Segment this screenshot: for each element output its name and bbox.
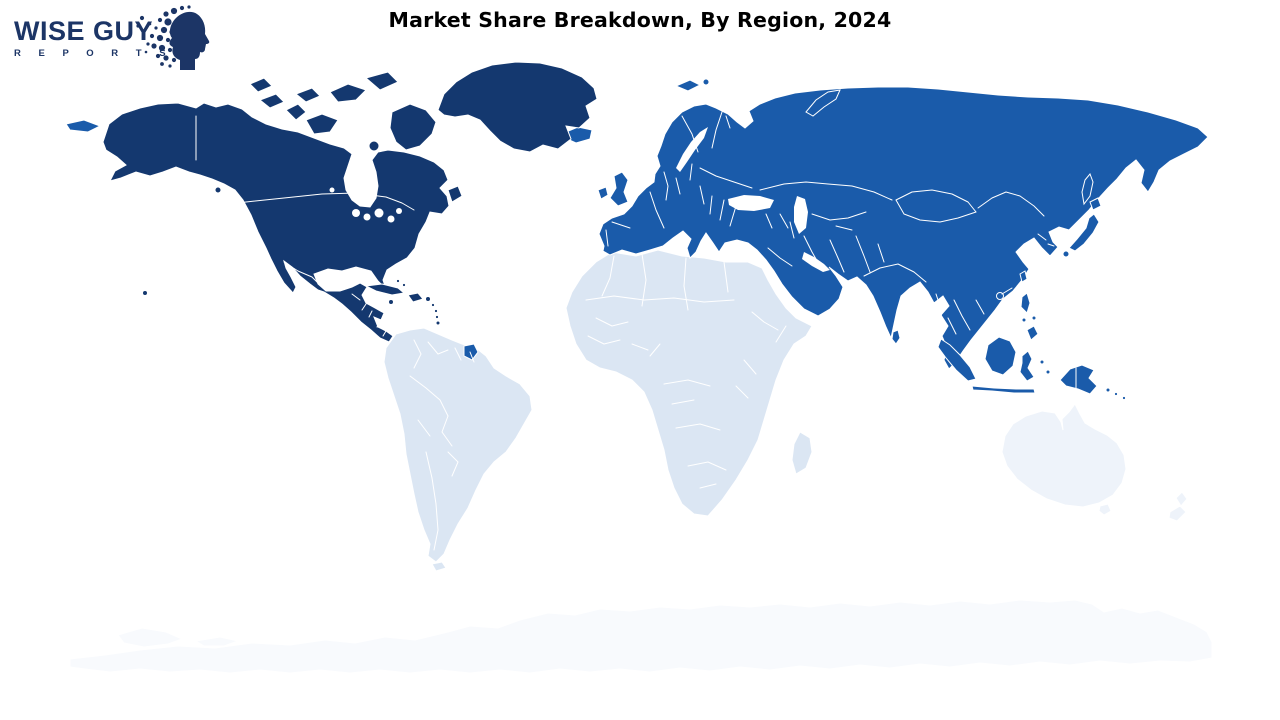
page-title: Market Share Breakdown, By Region, 2024 — [388, 8, 892, 32]
sulawesi — [1019, 350, 1035, 382]
africa — [565, 249, 813, 517]
honshu — [1068, 213, 1100, 252]
banks-island — [285, 103, 307, 121]
face-profile — [169, 11, 210, 70]
trinidad — [435, 320, 441, 326]
persian-gulf — [802, 252, 830, 272]
south-america — [383, 327, 533, 563]
hokkaido — [1089, 197, 1102, 211]
wise-guy-reports-logo: WISE GUY R E P O R T S — [14, 5, 214, 70]
newfoundland — [447, 185, 463, 203]
cuba — [364, 283, 406, 296]
svalbard — [674, 79, 702, 92]
region-south-america-africa — [383, 249, 813, 572]
tierra-del-fuego — [431, 561, 447, 572]
region-europe-middle-east-asia — [65, 78, 1209, 401]
north-america-mainland — [102, 102, 450, 343]
sakhalin — [1081, 173, 1094, 206]
black-sea — [728, 195, 774, 211]
australia — [1001, 403, 1127, 508]
borneo — [984, 336, 1017, 376]
taiwan — [1019, 270, 1028, 283]
chukotka-west-sliver — [65, 119, 102, 133]
ireland — [597, 186, 609, 200]
mindanao — [1026, 325, 1039, 341]
logo-wordmark: WISE GUY — [14, 16, 154, 46]
new-guinea — [1059, 364, 1098, 395]
new-zealand-south — [1168, 505, 1187, 522]
novaya-zemlya — [805, 89, 841, 117]
southampton-island — [368, 140, 380, 152]
region-oceania — [1001, 403, 1188, 522]
logo-subtitle: R E P O R T S — [14, 48, 174, 59]
greenland — [437, 61, 598, 153]
hawaii — [142, 290, 148, 296]
baltic-sea — [676, 127, 708, 172]
puerto-rico — [425, 296, 431, 302]
sumatra — [937, 338, 977, 382]
hispaniola — [407, 292, 424, 303]
sri-lanka — [891, 329, 901, 345]
kyushu — [1062, 250, 1070, 258]
vancouver-island — [214, 186, 222, 194]
region-north-america — [102, 61, 598, 343]
new-zealand-north — [1175, 491, 1188, 507]
java — [971, 385, 1036, 394]
caspian-sea — [794, 196, 808, 234]
tasmania — [1098, 503, 1112, 516]
luzon — [1020, 292, 1031, 314]
french-guiana — [463, 343, 479, 361]
eurasia — [598, 86, 1209, 370]
jamaica — [388, 299, 394, 305]
great-britain — [609, 171, 629, 207]
region-antarctica — [69, 599, 1213, 674]
country-borders — [195, 111, 1077, 551]
lake-winnipeg — [329, 187, 335, 193]
madagascar — [791, 431, 813, 475]
baffin-island — [389, 103, 437, 151]
dotted-head-logo-icon — [136, 5, 210, 70]
victoria-island — [305, 113, 339, 135]
great-lakes — [352, 209, 360, 217]
sea-overlays — [329, 127, 830, 272]
